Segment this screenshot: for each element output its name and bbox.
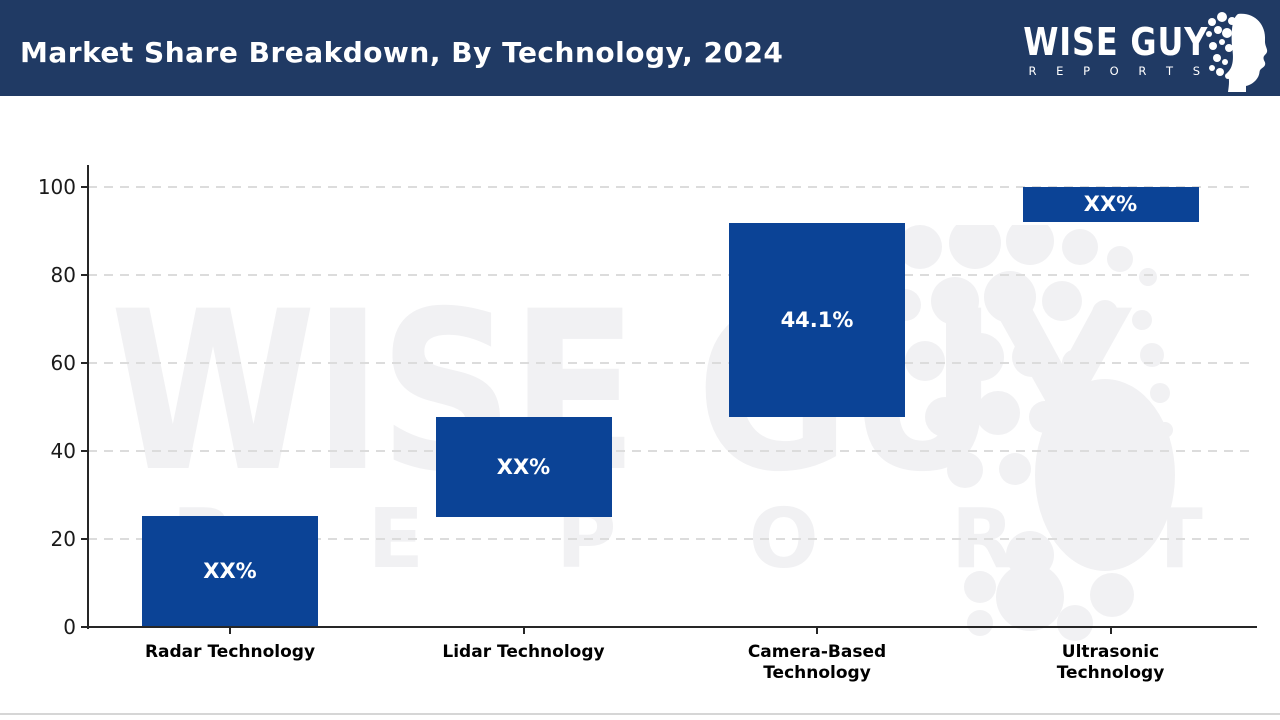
- x-tick-mark: [523, 628, 525, 634]
- bar-value-label: 44.1%: [781, 308, 854, 332]
- x-tick-mark: [229, 628, 231, 634]
- x-tick-mark: [816, 628, 818, 634]
- y-axis-tick-label: 100: [16, 177, 76, 197]
- bar-value-label: XX%: [497, 455, 550, 479]
- y-axis-tick-label: 40: [16, 441, 76, 461]
- chart-area: 0 20 40 60 80 100 XX% Radar Technology XX% Lidar …: [0, 0, 1280, 720]
- gridline-y-40: [88, 450, 1254, 452]
- gridline-y-60: [88, 362, 1254, 364]
- y-axis-tick-label: 0: [16, 617, 76, 637]
- gridline-y-80: [88, 274, 1254, 276]
- x-axis-category-label: Ultrasonic Technology: [971, 642, 1251, 685]
- bar-lidar-technology: XX%: [436, 417, 612, 517]
- bar-ultrasonic-technology: XX%: [1023, 187, 1199, 223]
- bar-radar-technology: XX%: [142, 516, 318, 626]
- y-axis-line: [87, 165, 89, 629]
- y-axis-tick-label: 80: [16, 265, 76, 285]
- x-axis-category-label: Lidar Technology: [384, 642, 664, 663]
- x-tick-mark: [1110, 628, 1112, 634]
- bar-value-label: XX%: [203, 559, 256, 583]
- y-axis-tick-label: 20: [16, 529, 76, 549]
- y-axis-tick-label: 60: [16, 353, 76, 373]
- x-axis-category-label: Camera-Based Technology: [677, 642, 957, 685]
- bar-value-label: XX%: [1084, 192, 1137, 216]
- x-axis-category-label: Radar Technology: [90, 642, 370, 663]
- bar-camera-based-technology: 44.1%: [729, 223, 905, 417]
